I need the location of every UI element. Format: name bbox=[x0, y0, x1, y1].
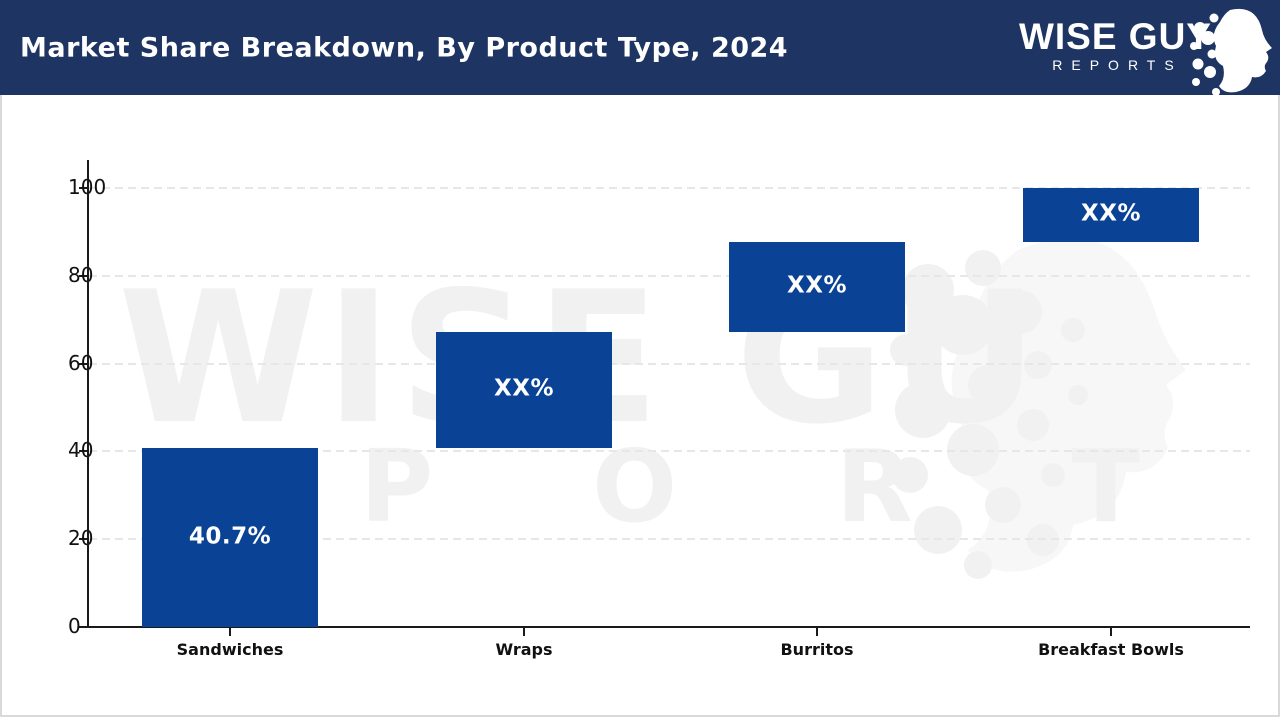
wise-guy-reports-logo: WISE GUY REPORTS bbox=[1019, 4, 1272, 96]
header-bar: Market Share Breakdown, By Product Type,… bbox=[0, 0, 1280, 96]
x-axis-tick bbox=[816, 628, 818, 636]
logo-text: WISE GUY REPORTS bbox=[1019, 18, 1212, 73]
dotted-profile-head-icon bbox=[1190, 8, 1272, 96]
category-label: Wraps bbox=[495, 640, 553, 659]
bar-value-label: XX% bbox=[1080, 200, 1141, 227]
x-axis-tick bbox=[523, 628, 525, 636]
gridline-y-60 bbox=[89, 362, 1250, 365]
gridline-y-20 bbox=[89, 538, 1250, 541]
x-axis-line bbox=[87, 626, 1250, 628]
category-label: Breakfast Bowls bbox=[1038, 640, 1184, 659]
bar-breakfast-bowls: XX% bbox=[1023, 188, 1199, 242]
y-axis-line bbox=[87, 160, 89, 628]
logo-wordmark: WISE GUY bbox=[1018, 16, 1212, 57]
x-axis-tick bbox=[1110, 628, 1112, 636]
logo-subtitle: REPORTS bbox=[1052, 57, 1183, 73]
page-title: Market Share Breakdown, By Product Type,… bbox=[20, 32, 789, 63]
bar-wraps: XX% bbox=[436, 331, 612, 449]
bar-value-label: 40.7% bbox=[188, 523, 272, 550]
market-share-chart: 02040608010040.7%SandwichesXX%WrapsXX%Bu… bbox=[0, 95, 1280, 720]
gridline-y-80 bbox=[89, 274, 1250, 277]
gridline-y-40 bbox=[89, 450, 1250, 453]
gridline-y-100 bbox=[89, 187, 1250, 189]
y-axis-tick bbox=[79, 626, 87, 628]
bar-value-label: XX% bbox=[493, 375, 554, 402]
y-axis-tick bbox=[79, 538, 87, 541]
x-axis-tick bbox=[229, 628, 231, 636]
y-axis-tick bbox=[79, 362, 87, 365]
bar-burritos: XX% bbox=[729, 241, 905, 332]
y-axis-tick bbox=[79, 187, 87, 189]
y-axis-tick bbox=[79, 274, 87, 277]
bar-value-label: XX% bbox=[786, 272, 847, 299]
y-axis-tick bbox=[79, 450, 87, 453]
category-label: Burritos bbox=[780, 640, 854, 659]
bar-sandwiches: 40.7% bbox=[142, 448, 318, 627]
category-label: Sandwiches bbox=[176, 640, 284, 659]
